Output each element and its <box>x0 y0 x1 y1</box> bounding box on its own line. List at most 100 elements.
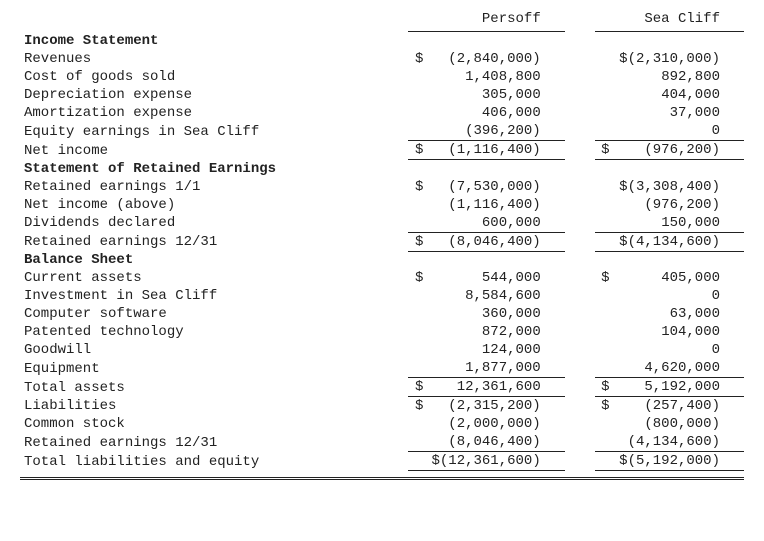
cell-value: (800,000) <box>610 415 745 433</box>
row-label: Net income <box>20 141 408 160</box>
row-label: Retained earnings 1/1 <box>20 178 408 196</box>
cell-value: (257,400) <box>610 397 745 416</box>
row-label: Equipment <box>20 359 408 378</box>
row-equipment: Equipment 1,877,000 4,620,000 <box>20 359 744 378</box>
cell-value: 544,000 <box>423 269 564 287</box>
cell-dollar: $ <box>408 50 423 68</box>
cell-dollar: $ <box>408 397 423 416</box>
column-header-seacliff: Sea Cliff <box>610 10 745 32</box>
cell-value: 4,620,000 <box>610 359 745 378</box>
row-goodwill: Goodwill 124,000 0 <box>20 341 744 359</box>
cell-value: 37,000 <box>610 104 745 122</box>
row-liabilities: Liabilities $ (2,315,200) $ (257,400) <box>20 397 744 416</box>
row-label: Goodwill <box>20 341 408 359</box>
cell-value: (1,116,400) <box>423 196 564 214</box>
row-depreciation: Depreciation expense 305,000 404,000 <box>20 86 744 104</box>
row-label: Depreciation expense <box>20 86 408 104</box>
cell-value: 104,000 <box>610 323 745 341</box>
cell-dollar: $ <box>408 269 423 287</box>
row-label: Equity earnings in Sea Cliff <box>20 122 408 141</box>
row-label: Retained earnings 12/31 <box>20 232 408 251</box>
cell-value: 124,000 <box>423 341 564 359</box>
cell-value: $(4,134,600) <box>610 232 745 251</box>
row-label: Dividends declared <box>20 214 408 233</box>
cell-value: 150,000 <box>610 214 745 233</box>
row-cogs: Cost of goods sold 1,408,800 892,800 <box>20 68 744 86</box>
section-header-income-statement: Income Statement <box>20 32 744 50</box>
cell-value: 872,000 <box>423 323 564 341</box>
cell-dollar: $ <box>408 141 423 160</box>
cell-value: (2,000,000) <box>423 415 564 433</box>
financial-statements-table: Persoff Sea Cliff Income Statement Reven… <box>20 10 744 471</box>
cell-value: 1,408,800 <box>423 68 564 86</box>
cell-value: $(12,361,600) <box>423 452 564 471</box>
cell-value: 405,000 <box>610 269 745 287</box>
cell-dollar: $ <box>595 378 610 397</box>
cell-value: (2,315,200) <box>423 397 564 416</box>
section-header-retained-earnings: Statement of Retained Earnings <box>20 160 744 178</box>
row-label: Cost of goods sold <box>20 68 408 86</box>
row-label: Total assets <box>20 378 408 397</box>
row-label: Investment in Sea Cliff <box>20 287 408 305</box>
cell-value: 5,192,000 <box>610 378 745 397</box>
row-re-bs: Retained earnings 12/31 (8,046,400) (4,1… <box>20 433 744 452</box>
cell-dollar <box>595 50 610 68</box>
row-total-liab-equity: Total liabilities and equity $(12,361,60… <box>20 452 744 471</box>
cell-value: 63,000 <box>610 305 745 323</box>
cell-value: 0 <box>610 122 745 141</box>
cell-value: $(2,310,000) <box>610 50 745 68</box>
cell-value: 0 <box>610 341 745 359</box>
cell-value: 600,000 <box>423 214 564 233</box>
section-title: Income Statement <box>20 32 408 50</box>
cell-value: 305,000 <box>423 86 564 104</box>
cell-value: (4,134,600) <box>610 433 745 452</box>
cell-dollar: $ <box>408 178 423 196</box>
cell-value: 0 <box>610 287 745 305</box>
cell-dollar: $ <box>595 269 610 287</box>
row-label: Amortization expense <box>20 104 408 122</box>
cell-value: (8,046,400) <box>423 433 564 452</box>
row-current-assets: Current assets $ 544,000 $ 405,000 <box>20 269 744 287</box>
section-header-balance-sheet: Balance Sheet <box>20 251 744 269</box>
cell-value: 8,584,600 <box>423 287 564 305</box>
row-label: Revenues <box>20 50 408 68</box>
cell-value: 404,000 <box>610 86 745 104</box>
cell-value: 360,000 <box>423 305 564 323</box>
row-re-1231: Retained earnings 12/31 $ (8,046,400) $(… <box>20 232 744 251</box>
cell-dollar: $ <box>408 378 423 397</box>
row-amortization: Amortization expense 406,000 37,000 <box>20 104 744 122</box>
bottom-double-rule <box>20 477 744 480</box>
row-label: Patented technology <box>20 323 408 341</box>
column-header-row: Persoff Sea Cliff <box>20 10 744 32</box>
cell-dollar: $ <box>408 232 423 251</box>
cell-value: (976,200) <box>610 141 745 160</box>
column-header-persoff: Persoff <box>423 10 564 32</box>
cell-value: 1,877,000 <box>423 359 564 378</box>
cell-value: 12,361,600 <box>423 378 564 397</box>
row-total-assets: Total assets $ 12,361,600 $ 5,192,000 <box>20 378 744 397</box>
row-label: Common stock <box>20 415 408 433</box>
cell-value: (396,200) <box>423 122 564 141</box>
cell-value: $(5,192,000) <box>610 452 745 471</box>
row-revenues: Revenues $ (2,840,000) $(2,310,000) <box>20 50 744 68</box>
row-net-income: Net income $ (1,116,400) $ (976,200) <box>20 141 744 160</box>
row-common-stock: Common stock (2,000,000) (800,000) <box>20 415 744 433</box>
cell-value: (8,046,400) <box>423 232 564 251</box>
row-investment: Investment in Sea Cliff 8,584,600 0 <box>20 287 744 305</box>
row-software: Computer software 360,000 63,000 <box>20 305 744 323</box>
row-label: Retained earnings 12/31 <box>20 433 408 452</box>
cell-dollar: $ <box>595 397 610 416</box>
cell-value: (2,840,000) <box>423 50 564 68</box>
row-patented-tech: Patented technology 872,000 104,000 <box>20 323 744 341</box>
row-dividends: Dividends declared 600,000 150,000 <box>20 214 744 233</box>
section-title: Balance Sheet <box>20 251 408 269</box>
row-label: Current assets <box>20 269 408 287</box>
cell-value: (976,200) <box>610 196 745 214</box>
cell-value: (1,116,400) <box>423 141 564 160</box>
row-ni-above: Net income (above) (1,116,400) (976,200) <box>20 196 744 214</box>
row-label: Liabilities <box>20 397 408 416</box>
cell-value: 406,000 <box>423 104 564 122</box>
row-label: Net income (above) <box>20 196 408 214</box>
cell-value: $(3,308,400) <box>610 178 745 196</box>
section-title: Statement of Retained Earnings <box>20 160 408 178</box>
